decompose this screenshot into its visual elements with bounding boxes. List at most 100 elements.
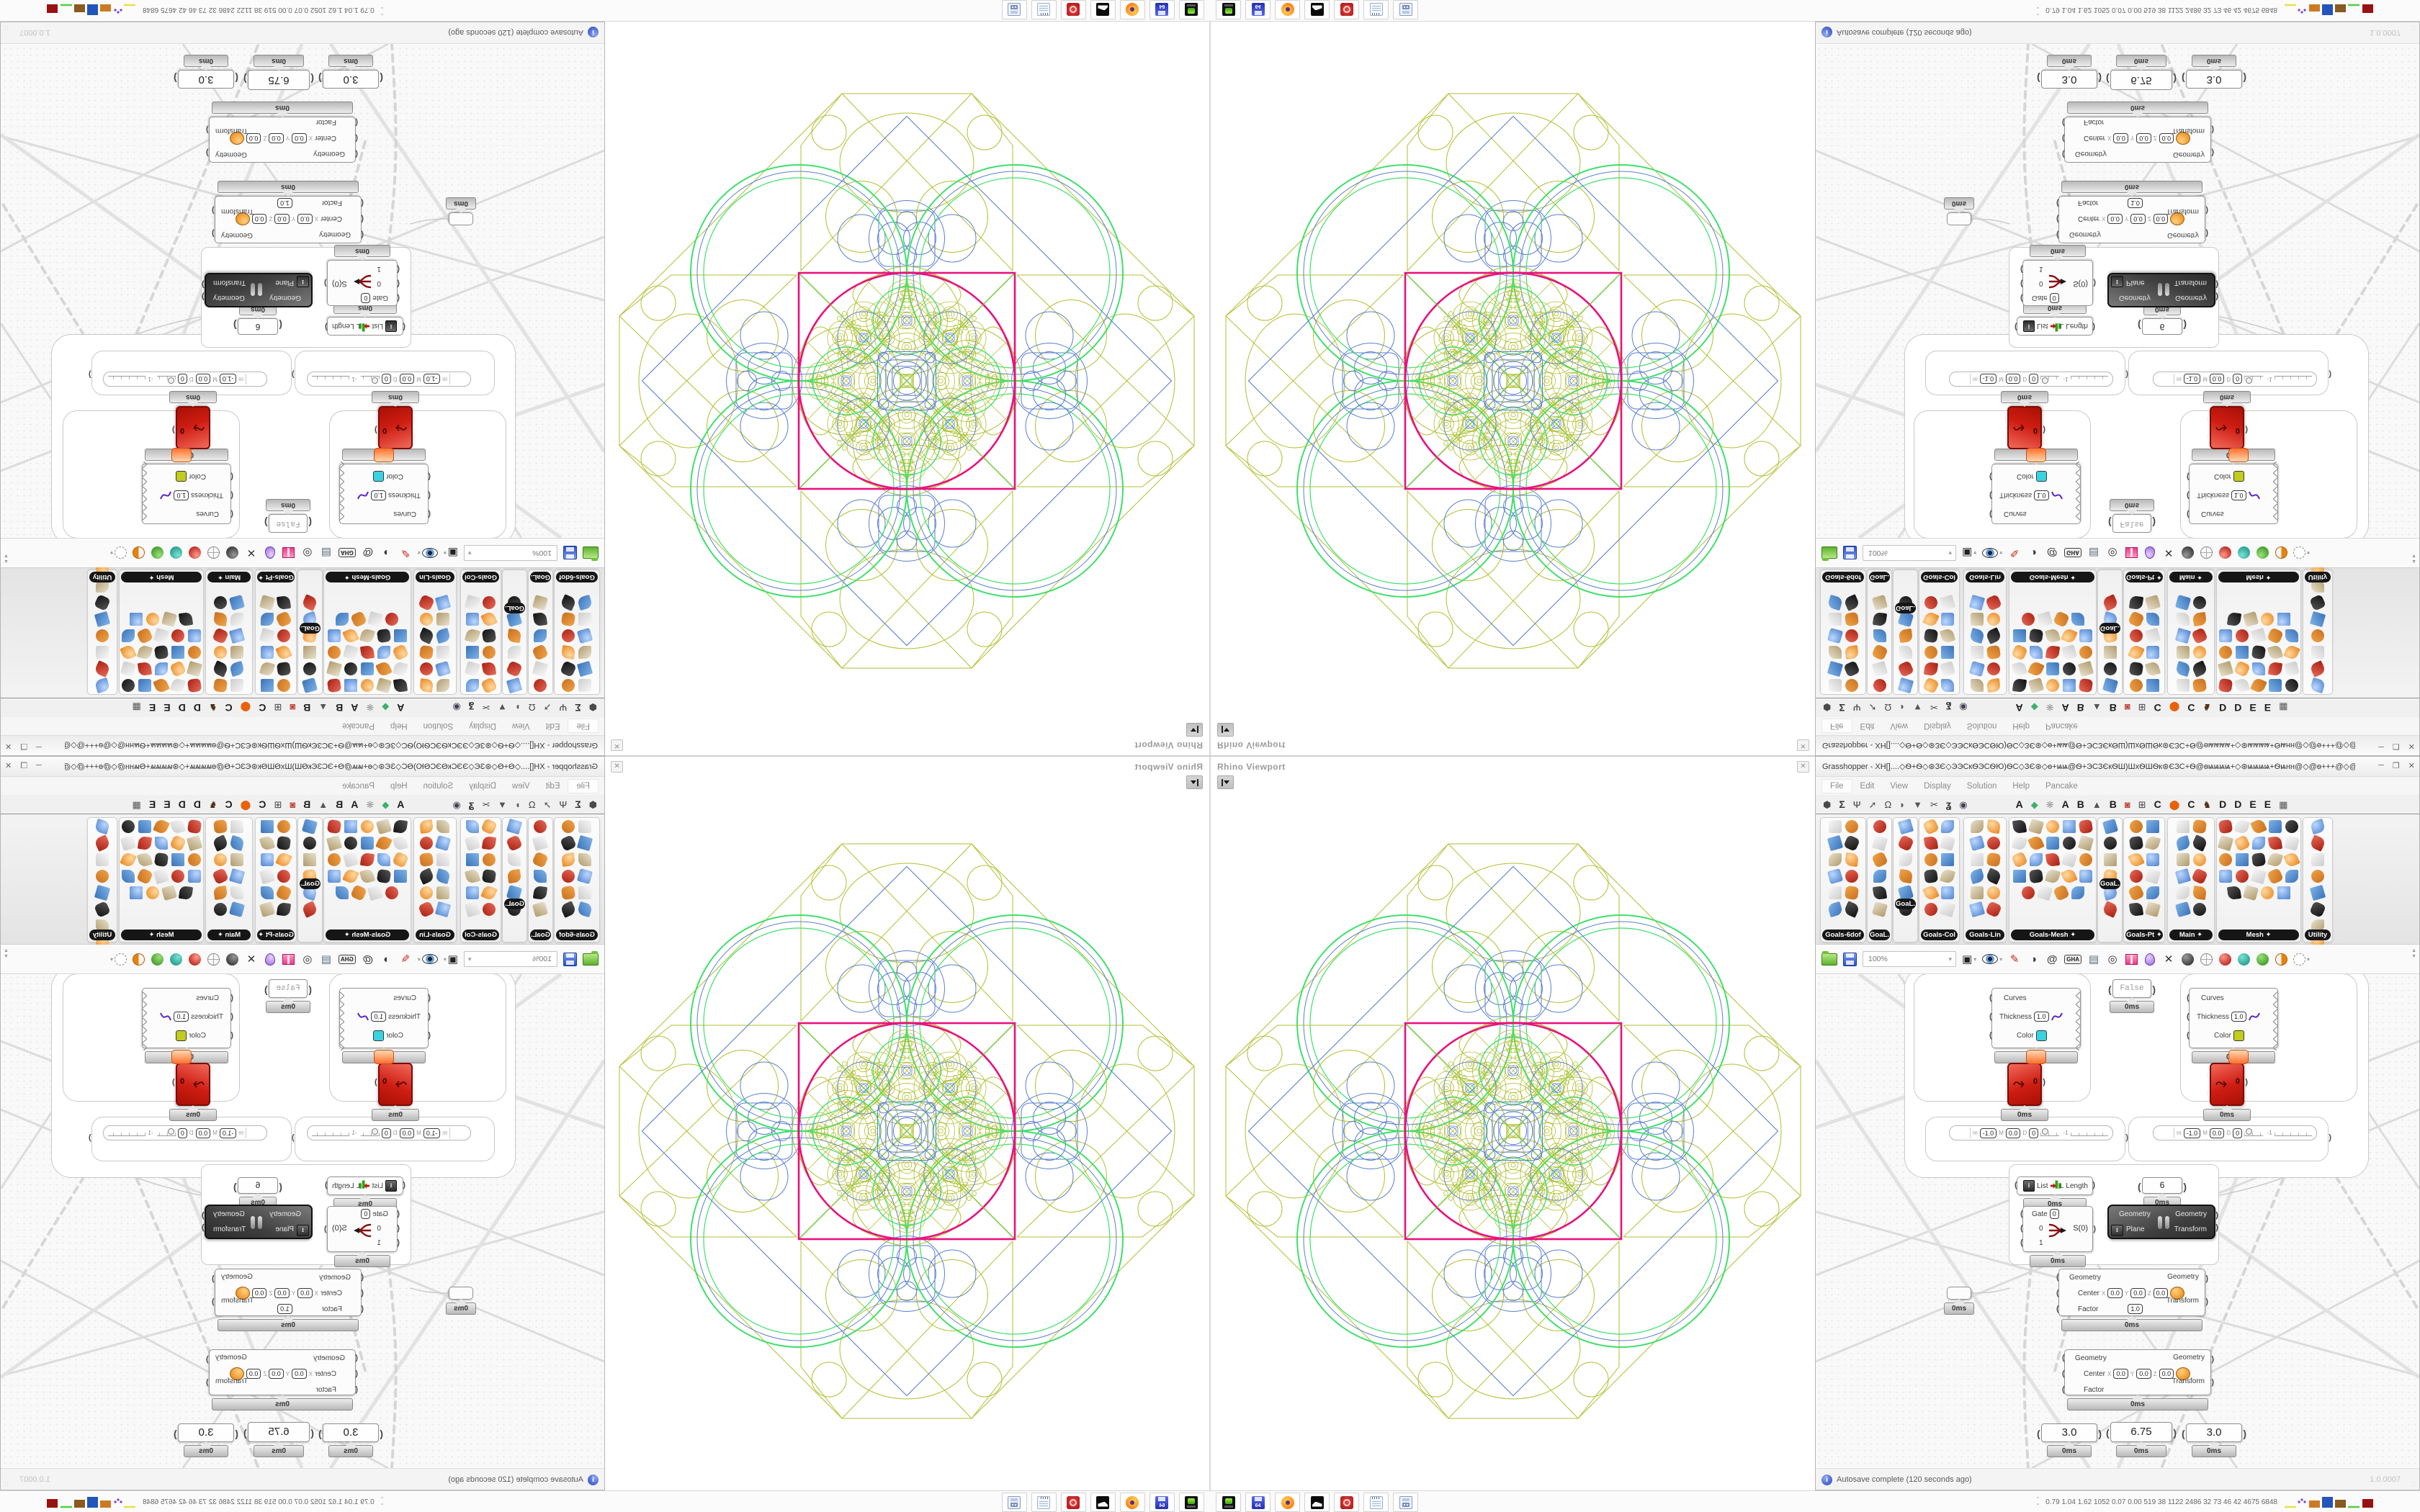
ribbon-component-icon[interactable]	[2285, 870, 2298, 883]
ribbon-component-icon[interactable]	[367, 611, 384, 628]
ribbon-component-icon[interactable]	[259, 594, 276, 611]
viewport-collapse-button[interactable]	[1217, 775, 1234, 789]
ribbon-component-icon[interactable]	[1923, 595, 1939, 611]
ribbon-component-icon[interactable]	[2101, 594, 2119, 611]
ribbon-component-icon[interactable]	[2027, 834, 2045, 852]
mini-slider-widget[interactable]: m -1.0 M 0.0 D 0 -1	[2153, 1125, 2317, 1140]
ribbon-component-icon[interactable]	[2063, 679, 2076, 692]
ribbon-component-icon[interactable]	[367, 884, 384, 901]
taskbar-app-calculator[interactable]	[1002, 0, 1027, 19]
ribbon-component-icon[interactable]	[2045, 644, 2061, 660]
ribbon-component-icon[interactable]	[169, 818, 187, 835]
ribbon-component-icon[interactable]	[2233, 818, 2251, 835]
ribbon-component-icon[interactable]	[170, 868, 186, 884]
category-tab-12[interactable]: ◆	[382, 702, 390, 714]
category-tab-17[interactable]: B	[2109, 702, 2117, 714]
category-tab-28[interactable]: ▦	[132, 702, 141, 714]
taskbar-app-rhino-black[interactable]	[1090, 1493, 1116, 1512]
ribbon-component-icon[interactable]	[375, 660, 393, 678]
ribbon-component-icon[interactable]	[2011, 834, 2028, 852]
category-tab-6[interactable]: ▼	[498, 702, 507, 714]
ribbon-component-icon[interactable]	[561, 819, 576, 834]
ribbon-component-icon[interactable]	[2144, 901, 2161, 918]
ribbon-component-icon[interactable]	[261, 853, 274, 866]
ribbon-component-icon[interactable]	[2061, 851, 2078, 868]
grasshopper-canvas[interactable]: ))(Curves(Thickness1.0(Color0ms(Curves(T…	[1, 974, 604, 1468]
custom-preview-component[interactable]: (Curves(Thickness 1.0(Color	[339, 988, 431, 1050]
save-file-button[interactable]	[563, 545, 577, 561]
ribbon-component-icon[interactable]	[213, 885, 228, 901]
ribbon-component-icon[interactable]	[1871, 660, 1888, 678]
scale-component[interactable]: (Geometry(Center X 0.0 Y 0.0 Z 0.0(Factor 1.0 Ge…	[212, 196, 364, 243]
ribbon-component-icon[interactable]	[261, 646, 274, 659]
ribbon-component-icon[interactable]	[2233, 660, 2251, 678]
mini-slider-widget[interactable]: m -1.0 M 0.0 D 0 -1	[103, 372, 267, 387]
ribbon-component-icon[interactable]	[1984, 594, 2002, 611]
gift-button[interactable]	[2125, 545, 2138, 561]
data-panel[interactable]: () False	[264, 979, 312, 998]
ribbon-component-icon[interactable]	[2192, 819, 2207, 834]
taskbar-app-red-badge[interactable]	[1334, 0, 1359, 19]
category-tab-25[interactable]: D	[2234, 702, 2242, 714]
ribbon-component-icon[interactable]	[277, 835, 292, 851]
ribbon-component-icon[interactable]	[394, 870, 407, 883]
ribbon-component-icon[interactable]	[1897, 818, 1914, 835]
menu-item-pancake[interactable]: Pancake	[2045, 721, 2078, 731]
category-tab-3[interactable]: ➚	[543, 798, 552, 810]
ribbon-component-icon[interactable]	[1844, 819, 1859, 834]
ribbon-component-icon[interactable]	[392, 851, 409, 868]
ribbon-component-icon[interactable]	[2233, 834, 2251, 852]
ribbon-component-icon[interactable]	[2045, 852, 2061, 868]
ribbon-component-icon[interactable]	[418, 834, 436, 852]
ribbon-component-icon[interactable]	[2027, 660, 2045, 678]
ribbon-component-icon[interactable]	[336, 613, 349, 626]
ribbon-component-icon[interactable]	[532, 851, 550, 868]
ribbon-component-icon[interactable]	[532, 660, 549, 678]
custom-preview-component[interactable]: (Curves(Thickness 1.0(Color	[339, 462, 431, 524]
ribbon-component-icon[interactable]	[1968, 660, 1985, 678]
ribbon-component-icon[interactable]	[2128, 661, 2143, 677]
data-panel[interactable]: () 6	[233, 318, 282, 335]
ribbon-component-icon[interactable]	[2144, 627, 2161, 644]
ribbon-component-icon[interactable]	[1842, 834, 1860, 852]
ribbon-component-icon[interactable]	[2061, 868, 2078, 885]
ribbon-component-icon[interactable]	[480, 884, 498, 901]
ribbon-component-icon[interactable]	[136, 851, 153, 868]
ribbon-component-icon[interactable]	[1922, 851, 1940, 868]
ribbon-component-icon[interactable]	[96, 853, 109, 866]
ribbon-component-icon[interactable]	[506, 818, 523, 835]
ribbon-component-icon[interactable]	[2242, 884, 2259, 901]
ribbon-component-icon[interactable]	[377, 853, 390, 866]
ribbon-component-icon[interactable]	[561, 678, 576, 693]
ribbon-component-icon[interactable]	[138, 679, 151, 692]
category-tab-3[interactable]: ➚	[1868, 702, 1877, 714]
ribbon-component-icon[interactable]	[577, 868, 593, 885]
ribbon-component-icon[interactable]	[2077, 834, 2094, 852]
open-file-button[interactable]	[1821, 950, 1837, 967]
ribbon-component-icon[interactable]	[385, 611, 400, 627]
ribbon-component-icon[interactable]	[2251, 852, 2267, 868]
ribbon-component-icon[interactable]	[1827, 660, 1843, 678]
category-tab-4[interactable]: Ω	[528, 798, 536, 810]
ribbon-component-icon[interactable]	[212, 627, 230, 644]
ribbon-component-icon[interactable]	[2311, 646, 2324, 659]
menu-item-file[interactable]: File	[1821, 719, 1852, 734]
category-tab-8[interactable]: ʓ	[468, 798, 475, 810]
ribbon-component-icon[interactable]	[326, 644, 343, 661]
ribbon-component-icon[interactable]	[1827, 868, 1843, 885]
ribbon-component-icon[interactable]	[2144, 660, 2161, 678]
category-tab-7[interactable]: ✂	[482, 702, 490, 714]
category-tab-5[interactable]: ◗	[1899, 798, 1906, 810]
viewport-close-button[interactable]: ✕	[611, 739, 623, 751]
open-file-button[interactable]	[1821, 545, 1837, 561]
category-tab-12[interactable]: ◆	[2030, 702, 2038, 714]
ribbon-component-icon[interactable]	[2190, 594, 2208, 611]
custom-preview-component[interactable]: (Curves(Thickness 1.0(Color	[142, 462, 233, 524]
category-tab-6[interactable]: ▼	[1913, 798, 1922, 810]
ribbon-component-icon[interactable]	[1842, 868, 1860, 885]
ribbon-component-icon[interactable]	[577, 901, 593, 918]
ribbon-component-icon[interactable]	[94, 818, 111, 835]
ribbon-component-icon[interactable]	[2176, 853, 2190, 866]
menu-item-solution[interactable]: Solution	[1966, 781, 1997, 791]
ribbon-component-icon[interactable]	[2283, 851, 2300, 868]
